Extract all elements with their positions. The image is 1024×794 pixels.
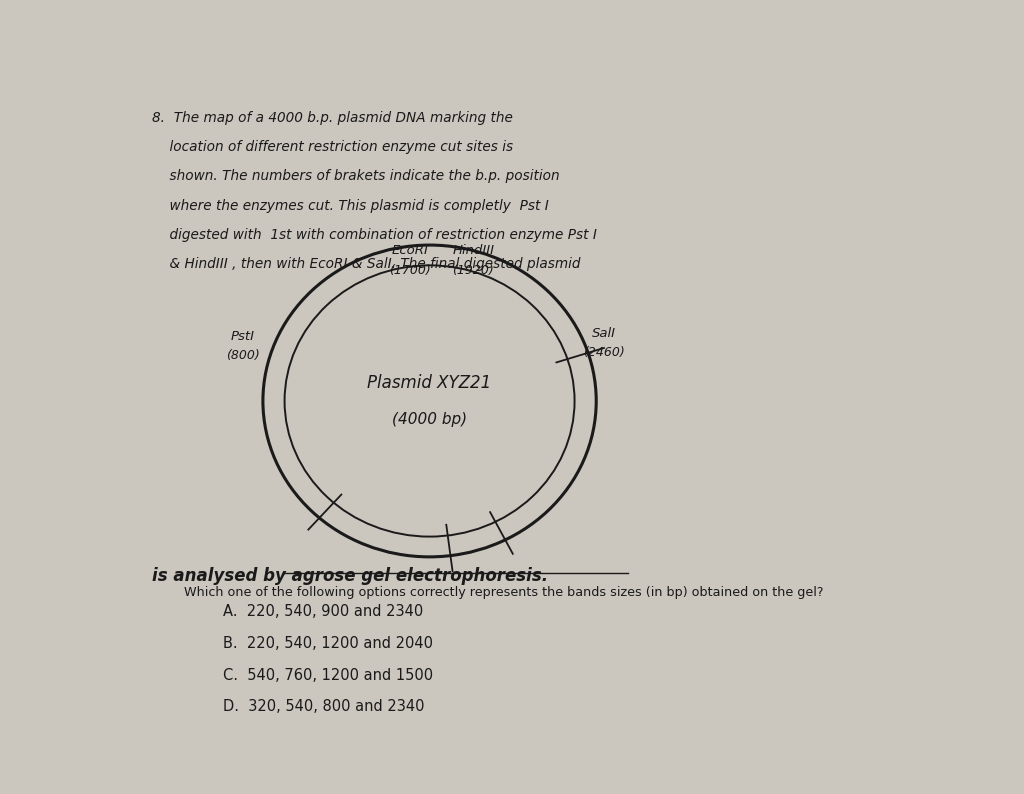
Text: HindIII: HindIII xyxy=(453,245,495,257)
Text: where the enzymes cut. This plasmid is completly  Pst I: where the enzymes cut. This plasmid is c… xyxy=(152,198,549,213)
Text: (1700): (1700) xyxy=(389,264,431,277)
Text: Which one of the following options correctly represents the bands sizes (in bp) : Which one of the following options corre… xyxy=(183,586,823,599)
Text: (4000 bp): (4000 bp) xyxy=(392,412,467,427)
Text: SalI: SalI xyxy=(592,327,616,340)
Text: EcoRI: EcoRI xyxy=(391,245,428,257)
Text: (800): (800) xyxy=(226,349,260,362)
Text: digested with  1st with combination of restriction enzyme Pst I: digested with 1st with combination of re… xyxy=(152,228,597,242)
Text: C.  540, 760, 1200 and 1500: C. 540, 760, 1200 and 1500 xyxy=(223,668,433,683)
Text: is analysed by agrose gel electrophoresis.: is analysed by agrose gel electrophoresi… xyxy=(152,567,548,585)
Text: & HindIII , then with EcoRI & SalI. The final digested plasmid: & HindIII , then with EcoRI & SalI. The … xyxy=(152,257,581,272)
Text: Plasmid XYZ21: Plasmid XYZ21 xyxy=(368,374,492,391)
Text: B.  220, 540, 1200 and 2040: B. 220, 540, 1200 and 2040 xyxy=(223,636,433,651)
Text: D.  320, 540, 800 and 2340: D. 320, 540, 800 and 2340 xyxy=(223,700,425,715)
Text: (2460): (2460) xyxy=(584,346,625,360)
Text: 8.  The map of a 4000 b.p. plasmid DNA marking the: 8. The map of a 4000 b.p. plasmid DNA ma… xyxy=(152,110,513,125)
Text: PstI: PstI xyxy=(231,330,255,343)
Text: (1920): (1920) xyxy=(453,264,495,277)
Text: location of different restriction enzyme cut sites is: location of different restriction enzyme… xyxy=(152,140,513,154)
Text: A.  220, 540, 900 and 2340: A. 220, 540, 900 and 2340 xyxy=(223,604,424,619)
Text: shown. The numbers of brakets indicate the b.p. position: shown. The numbers of brakets indicate t… xyxy=(152,169,559,183)
